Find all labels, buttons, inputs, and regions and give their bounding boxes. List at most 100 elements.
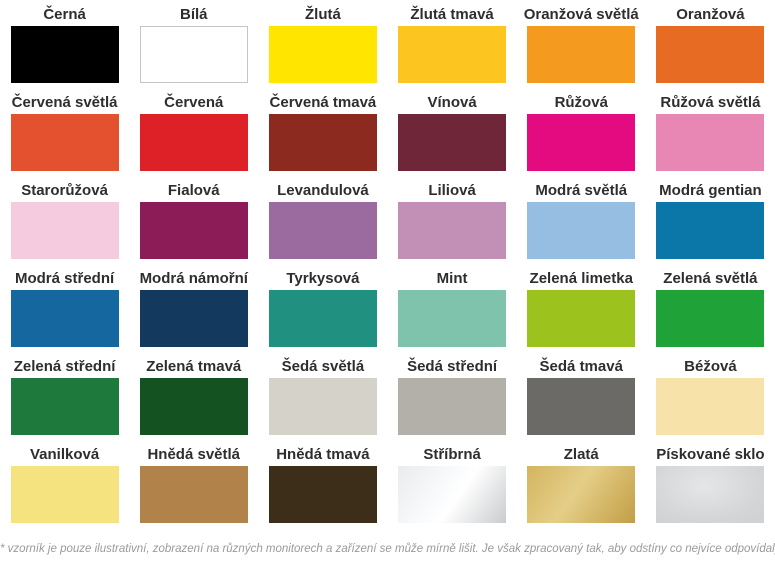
color-swatch (139, 202, 248, 259)
swatch-cell: Hnědá světlá (129, 442, 258, 530)
swatch-label: Mint (436, 269, 468, 287)
swatch-cell: Oranžová (646, 2, 775, 90)
swatch-cell: Zelená limetka (517, 266, 646, 354)
swatch-label: Zelená limetka (529, 269, 633, 287)
swatch-cell: Hnědá tmavá (258, 442, 387, 530)
swatch-cell: Tyrkysová (258, 266, 387, 354)
color-swatch (656, 114, 765, 171)
color-swatch (656, 378, 765, 435)
swatch-cell: Modrá světlá (517, 178, 646, 266)
color-swatch (527, 290, 636, 347)
swatch-cell: Liliová (388, 178, 517, 266)
swatch-label: Červená tmavá (269, 93, 377, 111)
swatch-cell: Zelená světlá (646, 266, 775, 354)
color-swatch (398, 202, 507, 259)
color-swatch (656, 26, 765, 83)
swatch-label: Tyrkysová (286, 269, 360, 287)
swatch-cell: Šedá střední (388, 354, 517, 442)
swatch-cell: Vanilková (0, 442, 129, 530)
swatch-label: Modrá gentian (659, 181, 762, 199)
swatch-cell: Zelená tmavá (129, 354, 258, 442)
swatch-label: Fialová (167, 181, 220, 199)
swatch-label: Vanilková (29, 445, 100, 463)
swatch-cell: Zlatá (517, 442, 646, 530)
swatch-label: Červená (164, 93, 224, 111)
swatch-cell: Červená (129, 90, 258, 178)
swatch-label: Hnědá tmavá (276, 445, 370, 463)
swatch-cell: Mint (388, 266, 517, 354)
swatch-cell: Levandulová (258, 178, 387, 266)
color-swatch (527, 378, 636, 435)
swatch-label: Stříbrná (423, 445, 481, 463)
swatch-label: Šedá střední (407, 357, 498, 375)
swatch-label: Šedá světlá (281, 357, 365, 375)
swatch-label: Zelená tmavá (146, 357, 242, 375)
swatch-cell: Zelená střední (0, 354, 129, 442)
swatch-cell: Šedá světlá (258, 354, 387, 442)
swatch-cell: Bílá (129, 2, 258, 90)
color-swatch (139, 466, 248, 523)
swatch-cell: Červená tmavá (258, 90, 387, 178)
swatch-label: Zelená střední (13, 357, 116, 375)
swatch-label: Pískované sklo (656, 445, 765, 463)
swatch-label: Hnědá světlá (147, 445, 241, 463)
color-swatch (268, 466, 377, 523)
footnote: * vzorník je pouze ilustrativní, zobraze… (0, 543, 775, 555)
color-swatch (527, 466, 636, 523)
color-swatch (139, 378, 248, 435)
swatch-label: Žlutá tmavá (410, 5, 494, 23)
swatch-label: Oranžová světlá (523, 5, 639, 23)
swatch-label: Modrá námořní (139, 269, 248, 287)
color-swatch (268, 378, 377, 435)
swatch-grid: Černá Bílá Žlutá Žlutá tmavá Oranžová světlá… (0, 2, 775, 530)
swatch-cell: Růžová (517, 90, 646, 178)
swatch-cell: Modrá střední (0, 266, 129, 354)
swatch-label: Růžová (554, 93, 608, 111)
color-swatch (139, 26, 248, 83)
swatch-label: Zlatá (563, 445, 599, 463)
color-swatch (268, 290, 377, 347)
swatch-cell: Stříbrná (388, 442, 517, 530)
swatch-label: Starorůžová (21, 181, 108, 199)
color-swatch (527, 26, 636, 83)
swatch-cell: Fialová (129, 178, 258, 266)
color-swatch (398, 290, 507, 347)
swatch-cell: Růžová světlá (646, 90, 775, 178)
color-swatch (656, 290, 765, 347)
swatch-cell: Béžová (646, 354, 775, 442)
swatch-label: Modrá světlá (535, 181, 628, 199)
color-swatch (398, 114, 507, 171)
swatch-cell: Pískované sklo (646, 442, 775, 530)
swatch-cell: Oranžová světlá (517, 2, 646, 90)
color-swatch (10, 202, 119, 259)
color-swatch (10, 26, 119, 83)
color-swatch (10, 378, 119, 435)
swatch-cell: Žlutá (258, 2, 387, 90)
swatch-label: Červená světlá (11, 93, 118, 111)
swatch-label: Růžová světlá (660, 93, 761, 111)
color-swatch (656, 202, 765, 259)
color-swatch (268, 114, 377, 171)
swatch-label: Oranžová (676, 5, 745, 23)
swatch-label: Černá (43, 5, 86, 23)
swatch-cell: Černá (0, 2, 129, 90)
swatch-cell: Červená světlá (0, 90, 129, 178)
swatch-label: Vínová (427, 93, 477, 111)
color-swatch (268, 26, 377, 83)
color-swatch (139, 290, 248, 347)
swatch-label: Zelená světlá (663, 269, 758, 287)
swatch-label: Modrá střední (14, 269, 115, 287)
color-swatch (527, 114, 636, 171)
color-swatch (10, 290, 119, 347)
swatch-cell: Modrá námořní (129, 266, 258, 354)
color-swatch (139, 114, 248, 171)
swatch-cell: Žlutá tmavá (388, 2, 517, 90)
color-swatch (398, 378, 507, 435)
color-swatch (268, 202, 377, 259)
swatch-cell: Modrá gentian (646, 178, 775, 266)
swatch-label: Šedá tmavá (539, 357, 623, 375)
color-swatch (527, 202, 636, 259)
color-swatch (398, 466, 507, 523)
swatch-label: Béžová (684, 357, 737, 375)
swatch-label: Žlutá (304, 5, 341, 23)
